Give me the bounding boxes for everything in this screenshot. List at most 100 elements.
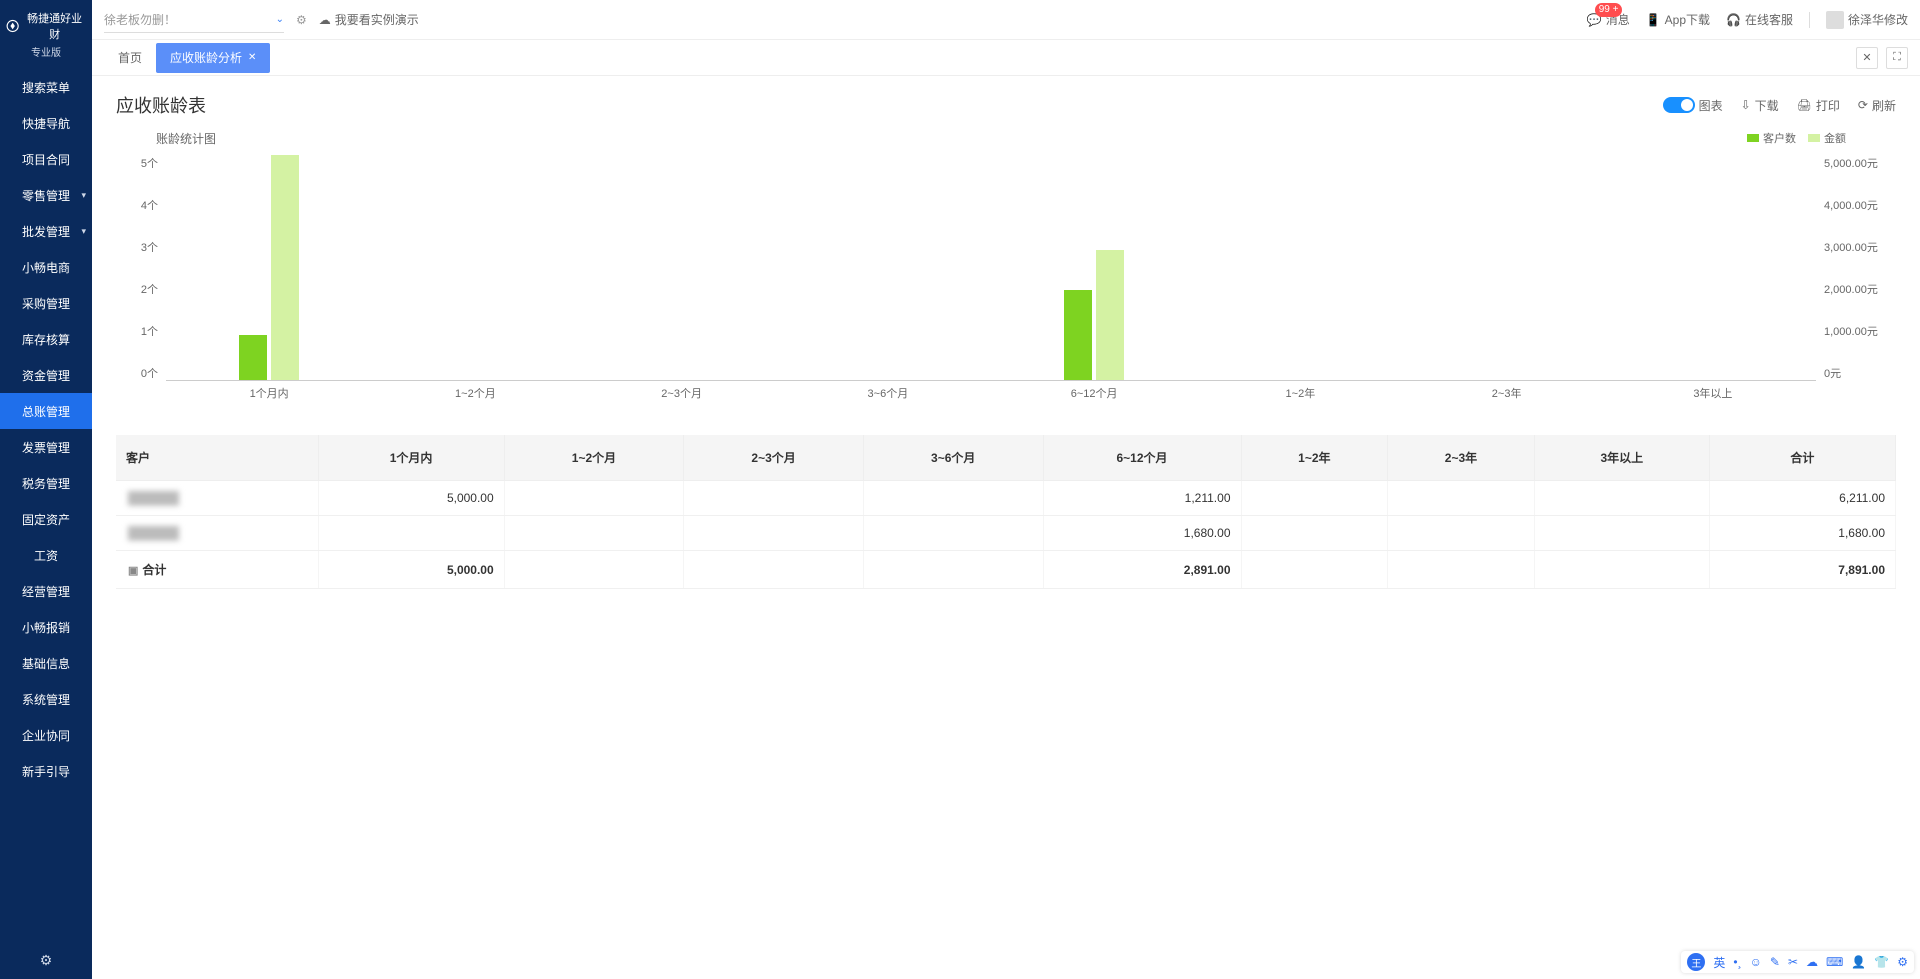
- download-button[interactable]: 📱 App下载: [1646, 11, 1710, 28]
- cloud-icon: ☁: [319, 13, 331, 27]
- messages-button[interactable]: 99 + 💬 消息: [1587, 11, 1630, 28]
- table-header: 2~3年: [1388, 435, 1535, 481]
- sidebar-item[interactable]: 项目合同: [0, 141, 92, 177]
- demo-link[interactable]: ☁ 我要看实例演示: [319, 11, 419, 28]
- table-header: 合计: [1709, 435, 1895, 481]
- print-icon: 🖨: [1797, 98, 1812, 112]
- sidebar-item[interactable]: 总账管理: [0, 393, 92, 429]
- ime-dot-icon[interactable]: •¸: [1733, 955, 1741, 969]
- ime-settings-icon[interactable]: ⚙: [1897, 955, 1908, 969]
- sidebar-nav: 搜索菜单快捷导航项目合同零售管理▾批发管理▾小畅电商采购管理库存核算资金管理总账…: [0, 69, 92, 942]
- refresh-icon: ⟳: [1858, 98, 1868, 112]
- tab[interactable]: 应收账龄分析✕: [156, 43, 270, 73]
- sidebar-item[interactable]: 企业协同: [0, 717, 92, 753]
- x-axis: 1个月内1~2个月2~3个月3~6个月6~12个月1~2年2~3年3年以上: [166, 381, 1816, 405]
- chart-category: [1610, 155, 1816, 380]
- sidebar-item[interactable]: 系统管理: [0, 681, 92, 717]
- x-tick: 2~3年: [1404, 381, 1610, 405]
- avatar-icon: [1826, 11, 1844, 29]
- toggle-switch[interactable]: [1663, 97, 1695, 113]
- y-tick-right: 3,000.00元: [1824, 239, 1896, 255]
- divider: [1809, 12, 1810, 28]
- sidebar-item-label: 采购管理: [22, 295, 70, 312]
- sidebar-item-label: 搜索菜单: [22, 79, 70, 96]
- table-header: 6~12个月: [1043, 435, 1241, 481]
- sidebar-item[interactable]: 小畅电商: [0, 249, 92, 285]
- settings-icon[interactable]: ⚙: [40, 952, 53, 968]
- table-header: 3年以上: [1534, 435, 1709, 481]
- ime-scissors-icon[interactable]: ✂: [1788, 955, 1798, 969]
- sidebar-item-label: 零售管理: [22, 187, 70, 204]
- print-action[interactable]: 🖨 打印: [1797, 97, 1840, 114]
- close-icon[interactable]: ✕: [248, 52, 256, 63]
- bar-customers: [1064, 290, 1092, 380]
- refresh-label: 刷新: [1872, 97, 1896, 114]
- table-cell: [863, 516, 1043, 551]
- table-cell: 1,680.00: [1709, 516, 1895, 551]
- sidebar-item[interactable]: 工资: [0, 537, 92, 573]
- sidebar-item[interactable]: 税务管理: [0, 465, 92, 501]
- tabs-close-button[interactable]: ✕: [1856, 47, 1878, 69]
- sidebar-item[interactable]: 小畅报销: [0, 609, 92, 645]
- table-cell: 1,211.00: [1043, 481, 1241, 516]
- ime-person-icon[interactable]: 👤: [1851, 955, 1866, 969]
- bar-customers: [239, 335, 267, 380]
- ime-edit-icon[interactable]: ✎: [1770, 955, 1780, 969]
- account-selector[interactable]: 徐老板勿删！ ⌄: [104, 7, 284, 33]
- sidebar-item[interactable]: 批发管理▾: [0, 213, 92, 249]
- sidebar-item-label: 批发管理: [22, 223, 70, 240]
- tab[interactable]: 首页: [104, 43, 156, 73]
- sidebar-item[interactable]: 采购管理: [0, 285, 92, 321]
- table-header: 1个月内: [318, 435, 504, 481]
- sidebar-item[interactable]: 库存核算: [0, 321, 92, 357]
- account-settings-icon[interactable]: ⚙: [296, 13, 307, 27]
- sidebar-item-label: 企业协同: [22, 727, 70, 744]
- topbar: 徐老板勿删！ ⌄ ⚙ ☁ 我要看实例演示 99 + 💬 消息 📱 App下载: [92, 0, 1920, 40]
- sidebar-item[interactable]: 快捷导航: [0, 105, 92, 141]
- sidebar-item[interactable]: 新手引导: [0, 753, 92, 789]
- refresh-action[interactable]: ⟳ 刷新: [1858, 97, 1896, 114]
- print-label: 打印: [1816, 97, 1840, 114]
- x-tick: 2~3个月: [579, 381, 785, 405]
- ime-toolbar[interactable]: 王 英 •¸ ☺ ✎ ✂ ☁ ⌨ 👤 👕 ⚙: [1681, 951, 1914, 973]
- table-header: 客户: [116, 435, 318, 481]
- sidebar-item[interactable]: 发票管理: [0, 429, 92, 465]
- table-cell: [684, 551, 864, 589]
- ime-lang[interactable]: 英: [1713, 954, 1725, 971]
- chart-category: [991, 155, 1197, 380]
- y-axis-right: 5,000.00元4,000.00元3,000.00元2,000.00元1,00…: [1816, 155, 1896, 405]
- table-cell: [1241, 481, 1388, 516]
- sidebar-item[interactable]: 搜索菜单: [0, 69, 92, 105]
- sidebar-item-label: 经营管理: [22, 583, 70, 600]
- ime-keyboard-icon[interactable]: ⌨: [1826, 955, 1843, 969]
- ime-shirt-icon[interactable]: 👕: [1874, 955, 1889, 969]
- sidebar-item[interactable]: 固定资产: [0, 501, 92, 537]
- sidebar-item[interactable]: 零售管理▾: [0, 177, 92, 213]
- download-action[interactable]: ⇩ 下载: [1741, 97, 1779, 114]
- demo-label: 我要看实例演示: [335, 11, 419, 28]
- sidebar-item[interactable]: 基础信息: [0, 645, 92, 681]
- table-header: 1~2个月: [504, 435, 684, 481]
- chart-category: [579, 155, 785, 380]
- sidebar-item-label: 固定资产: [22, 511, 70, 528]
- sidebar-item-label: 基础信息: [22, 655, 70, 672]
- user-menu[interactable]: 徐泽华修改: [1826, 11, 1908, 29]
- legend-label: 金额: [1824, 130, 1846, 146]
- tabs-fullscreen-button[interactable]: ⛶: [1886, 47, 1908, 69]
- table-cell: 2,891.00: [1043, 551, 1241, 589]
- service-button[interactable]: 🎧 在线客服: [1726, 11, 1793, 28]
- page-title: 应收账龄表: [116, 92, 206, 118]
- chart-toggle[interactable]: 图表: [1663, 97, 1723, 114]
- sidebar-item-label: 总账管理: [22, 403, 70, 420]
- ime-cloud-icon[interactable]: ☁: [1806, 955, 1818, 969]
- chart-category: [1197, 155, 1403, 380]
- y-axis-left: 5个4个3个2个1个0个: [116, 155, 166, 405]
- chart-category: [785, 155, 991, 380]
- brand-edition: 专业版: [6, 44, 86, 59]
- table-cell: [1388, 481, 1535, 516]
- sidebar-item[interactable]: 资金管理: [0, 357, 92, 393]
- table-cell: ██████: [116, 516, 318, 551]
- ime-emoji-icon[interactable]: ☺: [1750, 955, 1762, 969]
- sidebar-item[interactable]: 经营管理: [0, 573, 92, 609]
- legend-item: 金额: [1808, 130, 1846, 146]
